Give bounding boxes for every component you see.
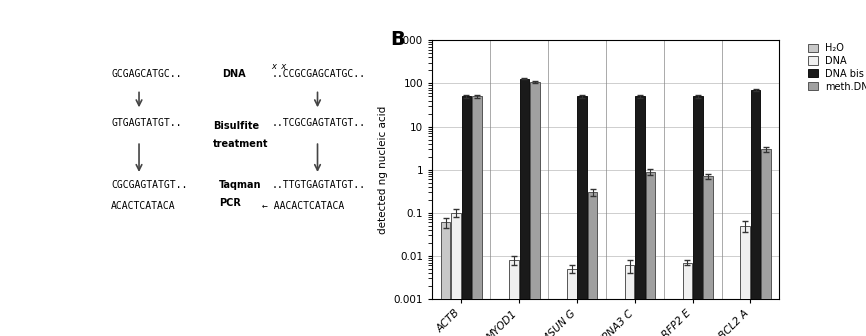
Text: B: B (391, 30, 405, 49)
Bar (567, 269, 577, 336)
Text: DNA: DNA (222, 69, 246, 79)
Text: Taqman: Taqman (219, 180, 262, 190)
Text: ..TTGTGAGTATGT..: ..TTGTGAGTATGT.. (271, 180, 365, 190)
Y-axis label: detected ng nucleic acid: detected ng nucleic acid (378, 106, 388, 234)
Bar (451, 213, 461, 336)
Bar (509, 260, 519, 336)
Text: PCR: PCR (219, 198, 241, 208)
Bar (578, 96, 587, 336)
Text: GCGAGCATGC..: GCGAGCATGC.. (112, 69, 182, 79)
Bar (761, 149, 771, 336)
Text: x  x: x x (271, 62, 287, 71)
Text: GTGAGTATGT..: GTGAGTATGT.. (112, 118, 182, 128)
Bar (682, 263, 692, 336)
Text: ← AACACTCATACA: ← AACACTCATACA (262, 201, 345, 211)
Bar (441, 222, 450, 336)
Bar (530, 82, 540, 336)
Text: CGCGAGTATGT..: CGCGAGTATGT.. (112, 180, 188, 190)
Text: ..TCGCGAGTATGT..: ..TCGCGAGTATGT.. (271, 118, 365, 128)
Bar (740, 226, 750, 336)
Text: ACACTCATACA: ACACTCATACA (112, 201, 176, 211)
Bar (646, 172, 656, 336)
Bar (472, 96, 481, 336)
Bar (703, 176, 713, 336)
Text: Bisulfite: Bisulfite (213, 121, 259, 131)
Bar (624, 265, 635, 336)
Bar (693, 96, 702, 336)
Bar (751, 90, 760, 336)
Bar (636, 96, 645, 336)
Legend: H₂O, DNA, DNA bis, meth.DNA&bise: H₂O, DNA, DNA bis, meth.DNA&bise (805, 40, 866, 95)
Text: treatment: treatment (213, 139, 268, 149)
Bar (588, 192, 598, 336)
Text: ..CCGCGAGCATGC..: ..CCGCGAGCATGC.. (271, 69, 365, 79)
Bar (462, 96, 471, 336)
Bar (520, 79, 529, 336)
